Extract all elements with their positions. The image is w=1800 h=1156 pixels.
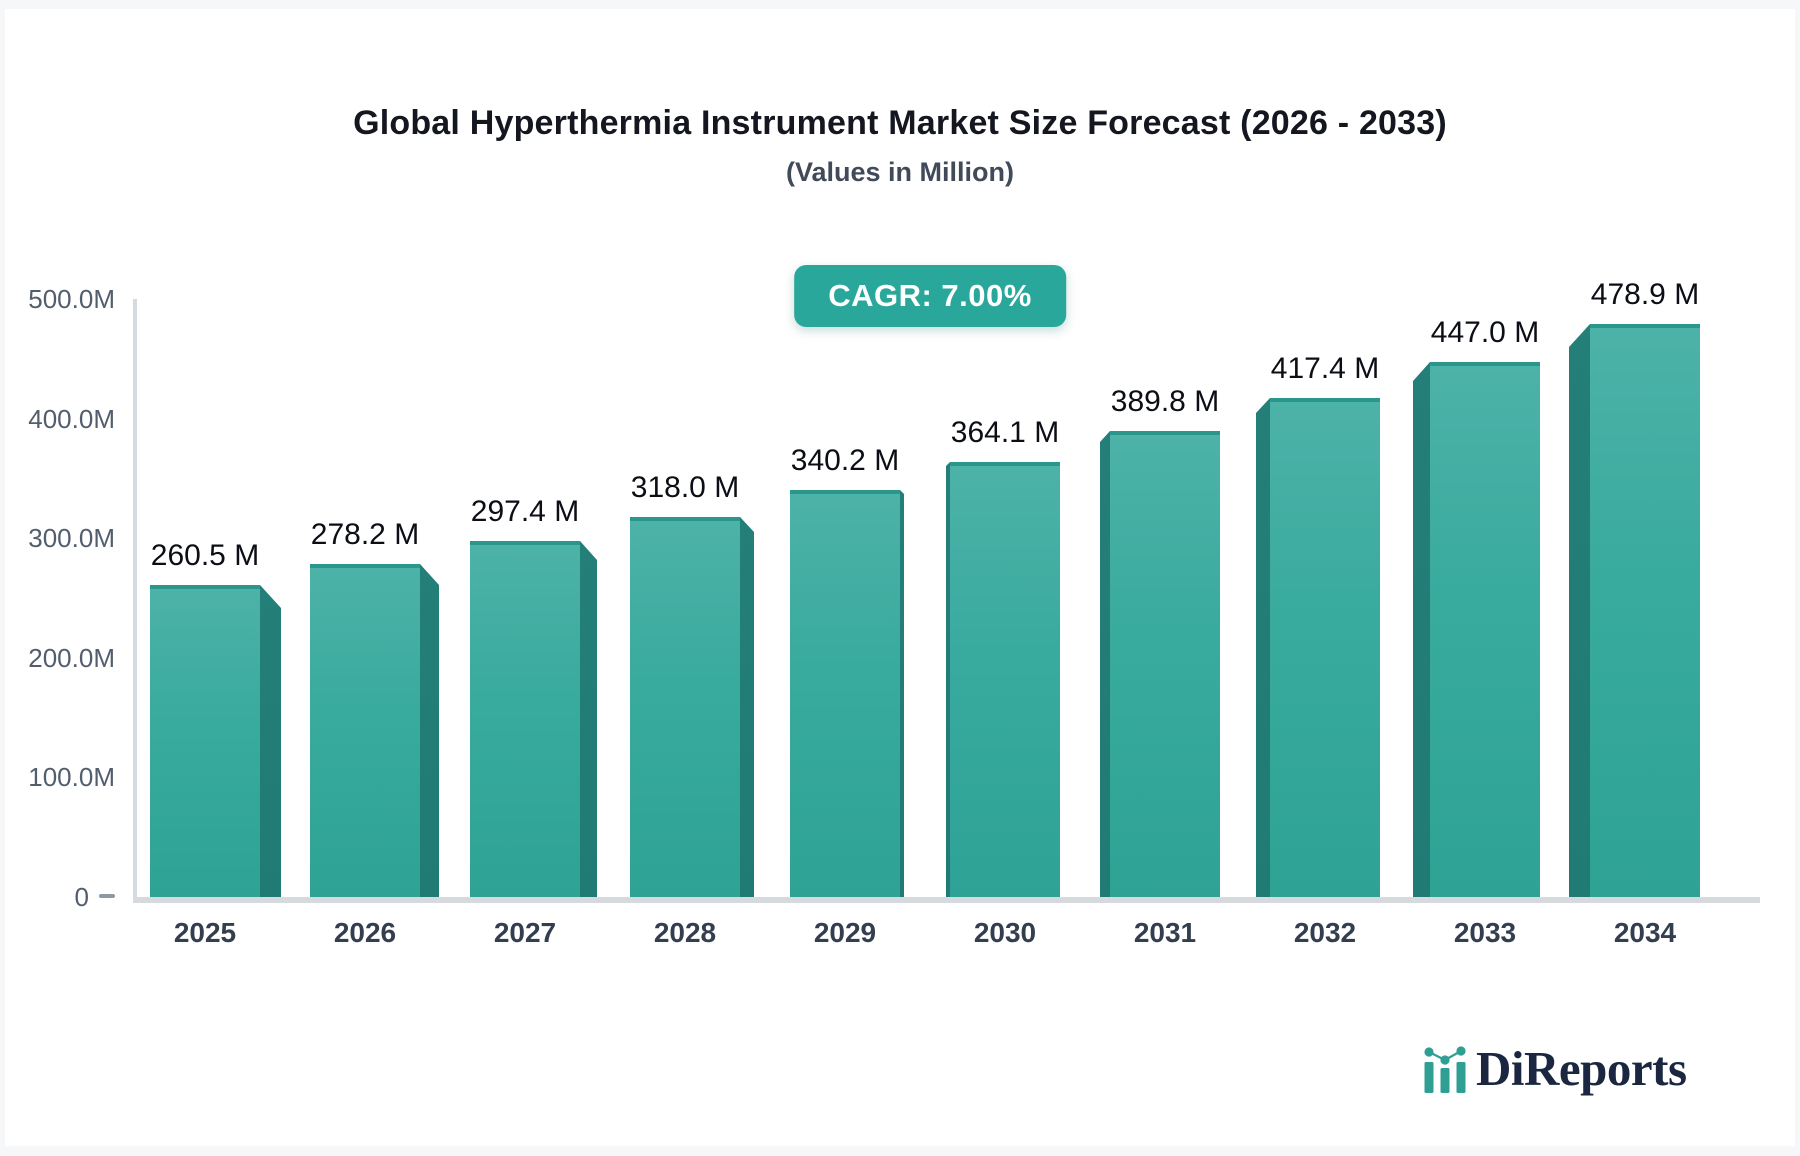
bar-value-label: 364.1 M [950, 416, 1060, 449]
y-axis-tick-label: 500.0M [28, 284, 115, 314]
bar-3d-side [1100, 431, 1110, 897]
bar-value-label: 318.0 M [630, 471, 740, 504]
chart-title: Global Hyperthermia Instrument Market Si… [353, 104, 1447, 142]
x-axis-label: 2032 [1293, 917, 1357, 948]
y-axis-line [133, 299, 137, 897]
y-axis-tick-label: 0 [13, 881, 115, 913]
x-axis-label: 2026 [333, 917, 397, 948]
x-axis-label: 2034 [1613, 917, 1677, 948]
x-axis-label: 2030 [973, 917, 1037, 948]
bar[interactable] [1430, 362, 1540, 897]
direports-logo[interactable]: DiReports [1423, 1044, 1687, 1093]
y-axis-tick-label: 300.0M [28, 523, 115, 554]
y-axis-tick-label: 100.0M [28, 762, 115, 793]
bar-value-label: 417.4 M [1270, 352, 1380, 385]
bar-value-label: 340.2 M [790, 444, 900, 477]
bar[interactable] [310, 564, 420, 897]
bar-value-label: 478.9 M [1590, 278, 1700, 311]
bar-value-label: 447.0 M [1430, 316, 1540, 349]
logo-text: DiReports [1476, 1041, 1687, 1096]
bar[interactable] [470, 541, 580, 897]
chart-subtitle: (Values in Million) [785, 157, 1015, 187]
x-axis-label: 2028 [653, 917, 717, 948]
bar-value-label: 278.2 M [310, 518, 420, 551]
bar-3d-side [1256, 398, 1270, 897]
bar-3d-side [420, 564, 439, 897]
bar-3d-side [1413, 362, 1430, 897]
cagr-badge: CAGR: 7.00% [794, 265, 1066, 327]
bar-value-label: 389.8 M [1110, 385, 1220, 418]
bar-value-label: 297.4 M [470, 495, 580, 528]
chart-card: Global Hyperthermia Instrument Market Si… [5, 9, 1795, 1146]
bar-3d-side [260, 585, 281, 897]
bar[interactable] [1270, 398, 1380, 897]
bar[interactable] [1590, 324, 1700, 897]
bar-3d-side [900, 490, 904, 897]
x-axis-label: 2027 [493, 917, 557, 948]
y-axis-tick-label: 400.0M [28, 403, 115, 434]
bar-3d-side [1569, 324, 1590, 897]
x-axis-label: 2025 [173, 917, 237, 948]
bar-3d-side [946, 462, 950, 897]
zero-tick-mark [99, 894, 115, 899]
bar[interactable] [950, 462, 1060, 897]
bar[interactable] [1110, 431, 1220, 897]
x-axis-label: 2033 [1453, 917, 1517, 948]
y-axis-tick-label: 200.0M [28, 642, 115, 673]
bar-3d-side [580, 541, 597, 897]
x-axis-label: 2029 [813, 917, 877, 948]
bar[interactable] [630, 517, 740, 897]
bar-line-chart-icon [1424, 1046, 1466, 1093]
bar-3d-side [740, 517, 754, 897]
x-axis-line [133, 897, 1760, 903]
x-axis-label: 2031 [1133, 917, 1197, 948]
bar[interactable] [790, 490, 900, 897]
bar[interactable] [150, 585, 260, 897]
bar-value-label: 260.5 M [150, 539, 260, 572]
